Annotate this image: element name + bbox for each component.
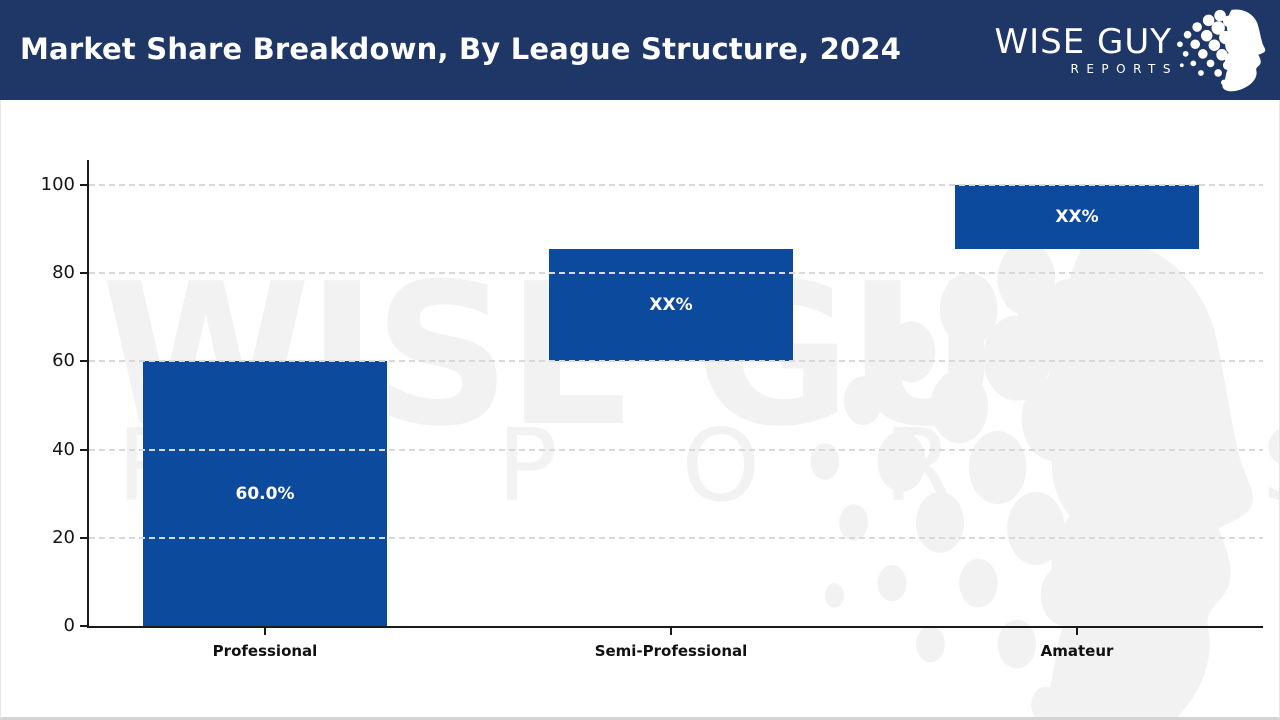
watermark-head-icon xyxy=(810,240,1253,717)
x-tick xyxy=(1076,628,1078,635)
bar-value-label: XX% xyxy=(1055,207,1099,227)
y-tick xyxy=(80,184,87,186)
bar-semi-professional: XX% xyxy=(549,249,793,361)
logo-wordmark-line1: WISE GUY xyxy=(994,22,1172,62)
y-tick xyxy=(80,272,87,274)
y-tick-label: 100 xyxy=(40,174,75,195)
y-tick xyxy=(80,449,87,451)
y-tick-label: 60 xyxy=(52,350,75,371)
bar-chart: 0 20 40 60 80 100 60.0% XX% XX% Professional Semi-… xyxy=(1,100,1279,717)
y-tick xyxy=(80,537,87,539)
chart-area: WISE GUY R E P O R T S 02040608010060.0%… xyxy=(0,100,1280,720)
gridline xyxy=(89,537,1263,539)
bar-value-label: 60.0% xyxy=(235,483,295,504)
bar-value-label: XX% xyxy=(649,295,693,315)
gridline xyxy=(89,184,1263,186)
brand-logo: WISE GUY REPORTS xyxy=(994,6,1270,94)
y-tick-label: 40 xyxy=(52,439,75,460)
logo-head-icon xyxy=(1177,9,1266,92)
y-tick xyxy=(80,625,87,627)
x-tick xyxy=(264,628,266,635)
y-tick xyxy=(80,360,87,362)
logo-wordmark-line2: REPORTS xyxy=(1070,62,1178,76)
logo-wordmark: WISE GUY REPORTS xyxy=(994,25,1172,75)
x-axis-label-semi-professional: Semi-Professional xyxy=(594,642,748,660)
bar-professional: 60.0% xyxy=(143,361,387,626)
x-axis-spine xyxy=(87,626,1263,628)
gridline xyxy=(89,272,1263,274)
header: Market Share Breakdown, By League Struct… xyxy=(0,0,1280,100)
gridline xyxy=(89,449,1263,451)
x-tick xyxy=(670,628,672,635)
bar-amateur: XX% xyxy=(955,185,1199,249)
gridline xyxy=(89,360,1263,362)
y-tick-label: 20 xyxy=(52,527,75,548)
x-axis-label-amateur: Amateur xyxy=(1040,642,1114,660)
y-axis-spine xyxy=(87,160,89,628)
page-title: Market Share Breakdown, By League Struct… xyxy=(20,32,902,67)
y-tick-label: 80 xyxy=(52,262,75,283)
y-tick-label: 0 xyxy=(63,615,75,636)
x-axis-label-professional: Professional xyxy=(212,642,318,660)
